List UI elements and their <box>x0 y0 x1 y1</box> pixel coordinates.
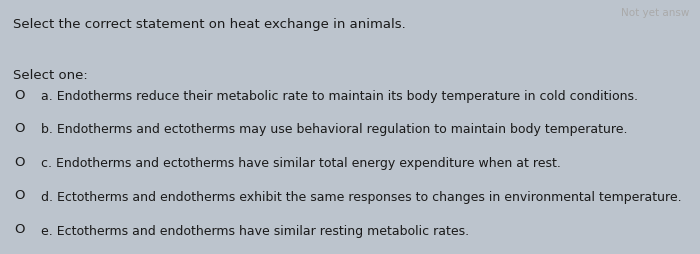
Text: O: O <box>14 156 25 169</box>
Text: c. Endotherms and ectotherms have similar total energy expenditure when at rest.: c. Endotherms and ectotherms have simila… <box>41 157 561 170</box>
Text: e. Ectotherms and endotherms have similar resting metabolic rates.: e. Ectotherms and endotherms have simila… <box>41 225 469 238</box>
Text: Not yet answ: Not yet answ <box>621 8 690 18</box>
Text: O: O <box>14 223 25 236</box>
Text: Select one:: Select one: <box>13 69 87 82</box>
Text: O: O <box>14 122 25 135</box>
Text: O: O <box>14 189 25 202</box>
Text: O: O <box>14 89 25 102</box>
Text: a. Endotherms reduce their metabolic rate to maintain its body temperature in co: a. Endotherms reduce their metabolic rat… <box>41 90 638 103</box>
Text: d. Ectotherms and endotherms exhibit the same responses to changes in environmen: d. Ectotherms and endotherms exhibit the… <box>41 190 681 203</box>
Text: b. Endotherms and ectotherms may use behavioral regulation to maintain body temp: b. Endotherms and ectotherms may use beh… <box>41 123 627 136</box>
Text: Select the correct statement on heat exchange in animals.: Select the correct statement on heat exc… <box>13 18 405 31</box>
